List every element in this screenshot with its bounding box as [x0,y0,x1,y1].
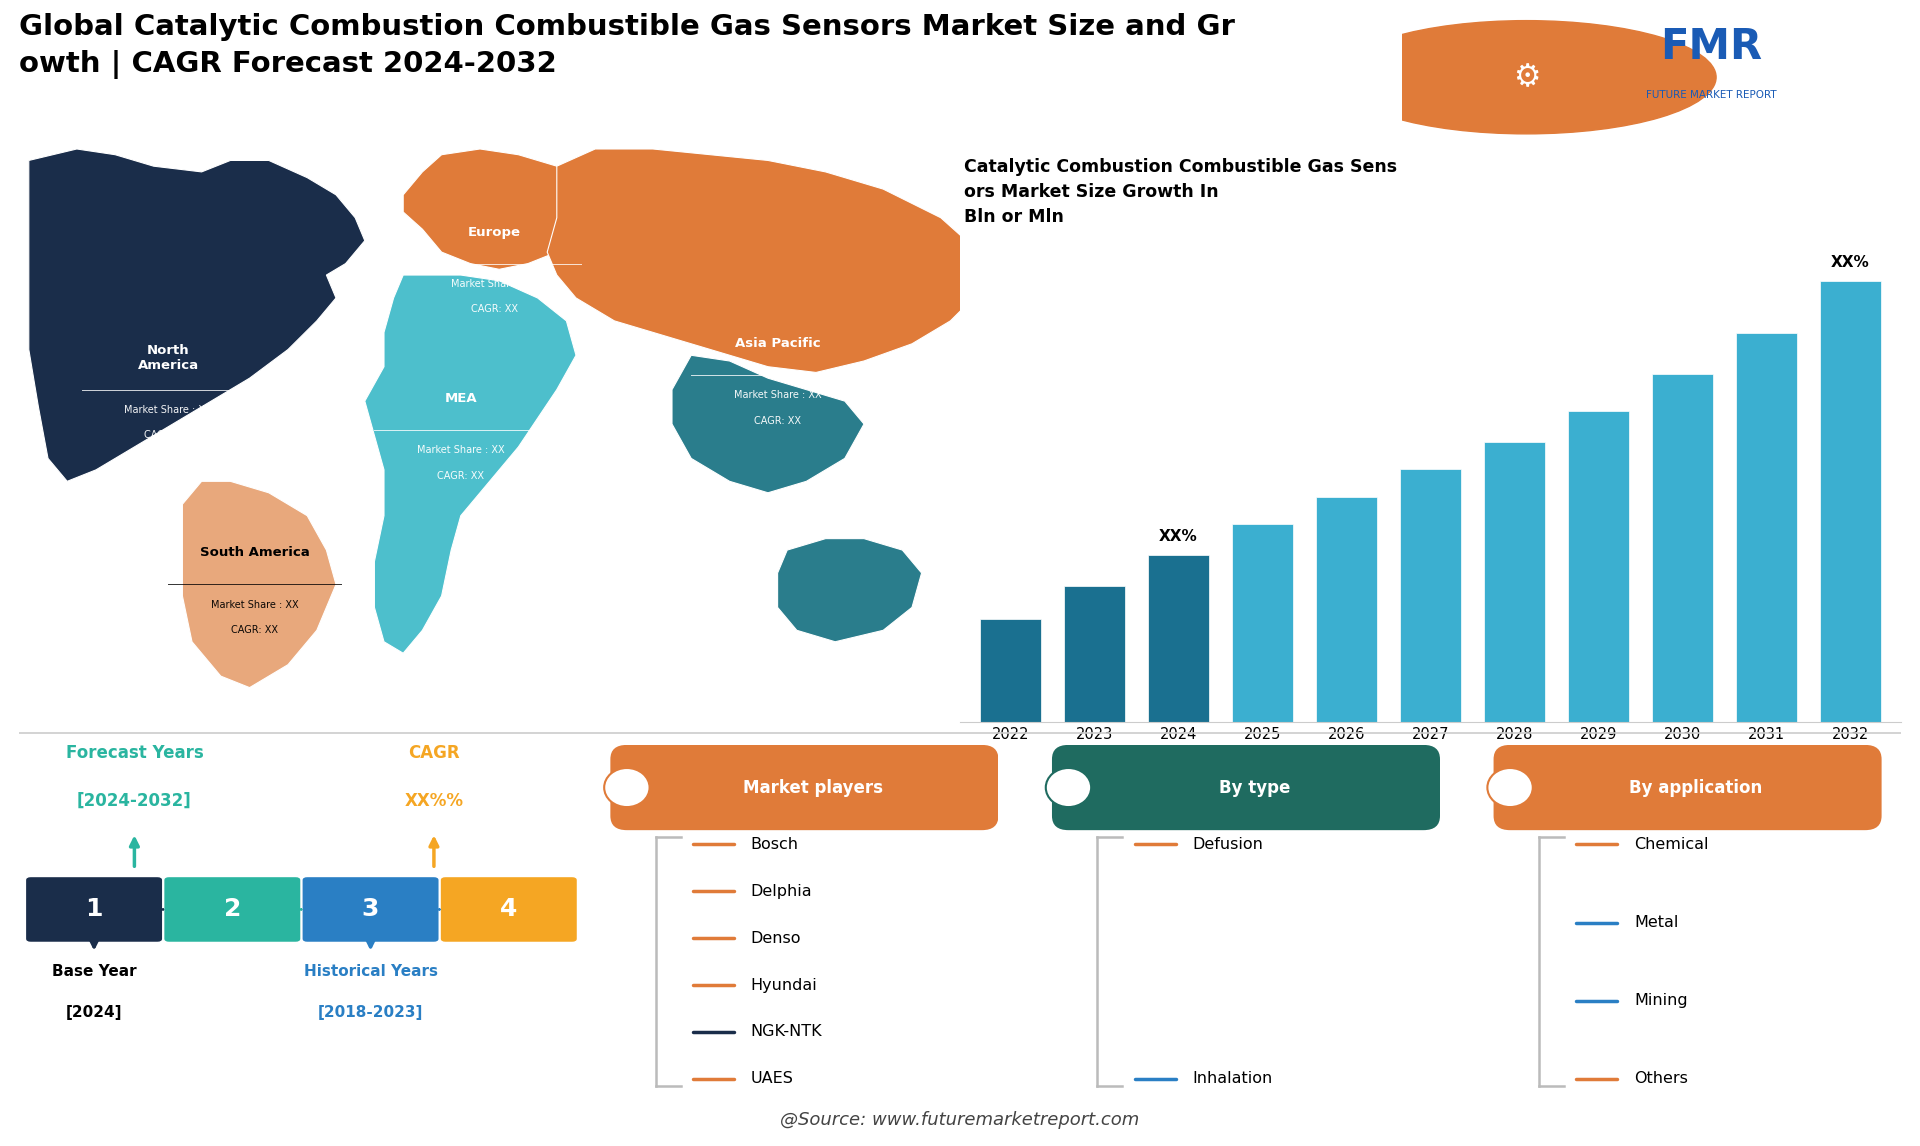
Text: North
America: North America [138,344,198,372]
Text: [2024-2032]: [2024-2032] [77,792,192,810]
FancyBboxPatch shape [165,877,300,942]
Polygon shape [778,539,922,642]
Text: Market players: Market players [743,778,883,796]
Bar [1651,374,1713,722]
Text: Delphia: Delphia [751,884,812,898]
Bar [1820,281,1880,722]
Text: NGK-NTK: NGK-NTK [751,1025,822,1039]
Text: 1: 1 [84,897,104,921]
Text: CAGR: CAGR [409,745,459,762]
Text: XX%%: XX%% [405,792,463,810]
Text: [2024]: [2024] [65,1005,123,1020]
Bar [1736,332,1797,722]
Text: Catalytic Combustion Combustible Gas Sens
ors Market Size Growth In
Bln or Mln: Catalytic Combustion Combustible Gas Sen… [964,158,1398,226]
Bar [1484,442,1544,722]
Text: Base Year: Base Year [52,965,136,980]
Text: By type: By type [1219,778,1290,796]
Text: CAGR: XX: CAGR: XX [144,431,192,440]
Text: XX%: XX% [1160,529,1198,544]
Text: MEA: MEA [445,392,476,405]
Polygon shape [182,481,336,688]
Text: [2018-2023]: [2018-2023] [319,1005,422,1020]
Text: Europe: Europe [468,226,520,238]
Text: CAGR: XX: CAGR: XX [755,416,801,426]
Text: Defusion: Defusion [1192,837,1263,851]
Text: Market Share : XX: Market Share : XX [125,405,211,415]
Text: Forecast Years: Forecast Years [65,745,204,762]
Text: Mining: Mining [1634,994,1688,1008]
Circle shape [605,768,649,807]
Text: Denso: Denso [751,931,801,945]
Text: 4: 4 [499,897,518,921]
Text: XX%: XX% [1832,256,1870,270]
FancyBboxPatch shape [442,877,576,942]
Text: CAGR: XX: CAGR: XX [470,305,518,314]
Bar [1064,586,1125,722]
Text: 3: 3 [361,897,380,921]
FancyBboxPatch shape [303,877,438,942]
Text: Global Catalytic Combustion Combustible Gas Sensors Market Size and Gr
owth | CA: Global Catalytic Combustion Combustible … [19,14,1235,79]
Text: Chemical: Chemical [1634,837,1709,851]
FancyBboxPatch shape [1052,745,1440,830]
FancyBboxPatch shape [1494,745,1882,830]
FancyBboxPatch shape [27,877,161,942]
Text: Bosch: Bosch [751,837,799,851]
Circle shape [1488,768,1532,807]
Text: CAGR: XX: CAGR: XX [230,626,278,635]
Bar [1569,411,1628,722]
Polygon shape [29,149,365,481]
Circle shape [1046,768,1091,807]
Bar [1148,555,1210,722]
Text: Market Share : XX: Market Share : XX [417,445,505,455]
Text: Market Share : XX: Market Share : XX [451,278,538,289]
Polygon shape [403,149,595,269]
Polygon shape [365,275,576,653]
Circle shape [1336,21,1716,134]
Text: Inhalation: Inhalation [1192,1072,1273,1086]
Bar [1233,524,1292,722]
Bar [1315,497,1377,722]
Text: By application: By application [1630,778,1763,796]
Bar [979,619,1041,722]
Text: UAES: UAES [751,1072,793,1086]
Text: Historical Years: Historical Years [303,965,438,980]
Text: CAGR: XX: CAGR: XX [438,471,484,480]
Bar [1400,469,1461,722]
Text: 2: 2 [223,897,242,921]
FancyBboxPatch shape [611,745,998,830]
Text: Market Share : XX: Market Share : XX [211,599,298,610]
Polygon shape [672,355,864,493]
Text: Asia Pacific: Asia Pacific [735,337,820,351]
Text: FUTURE MARKET REPORT: FUTURE MARKET REPORT [1645,91,1776,100]
Text: FMR: FMR [1661,26,1763,69]
Text: Hyundai: Hyundai [751,978,818,992]
Text: Market Share : XX: Market Share : XX [733,391,822,400]
Polygon shape [547,149,979,372]
Text: Metal: Metal [1634,915,1678,931]
Text: Others: Others [1634,1072,1688,1086]
Text: ⚙: ⚙ [1513,63,1540,92]
Text: South America: South America [200,547,309,559]
Text: @Source: www.futuremarketreport.com: @Source: www.futuremarketreport.com [780,1112,1140,1129]
